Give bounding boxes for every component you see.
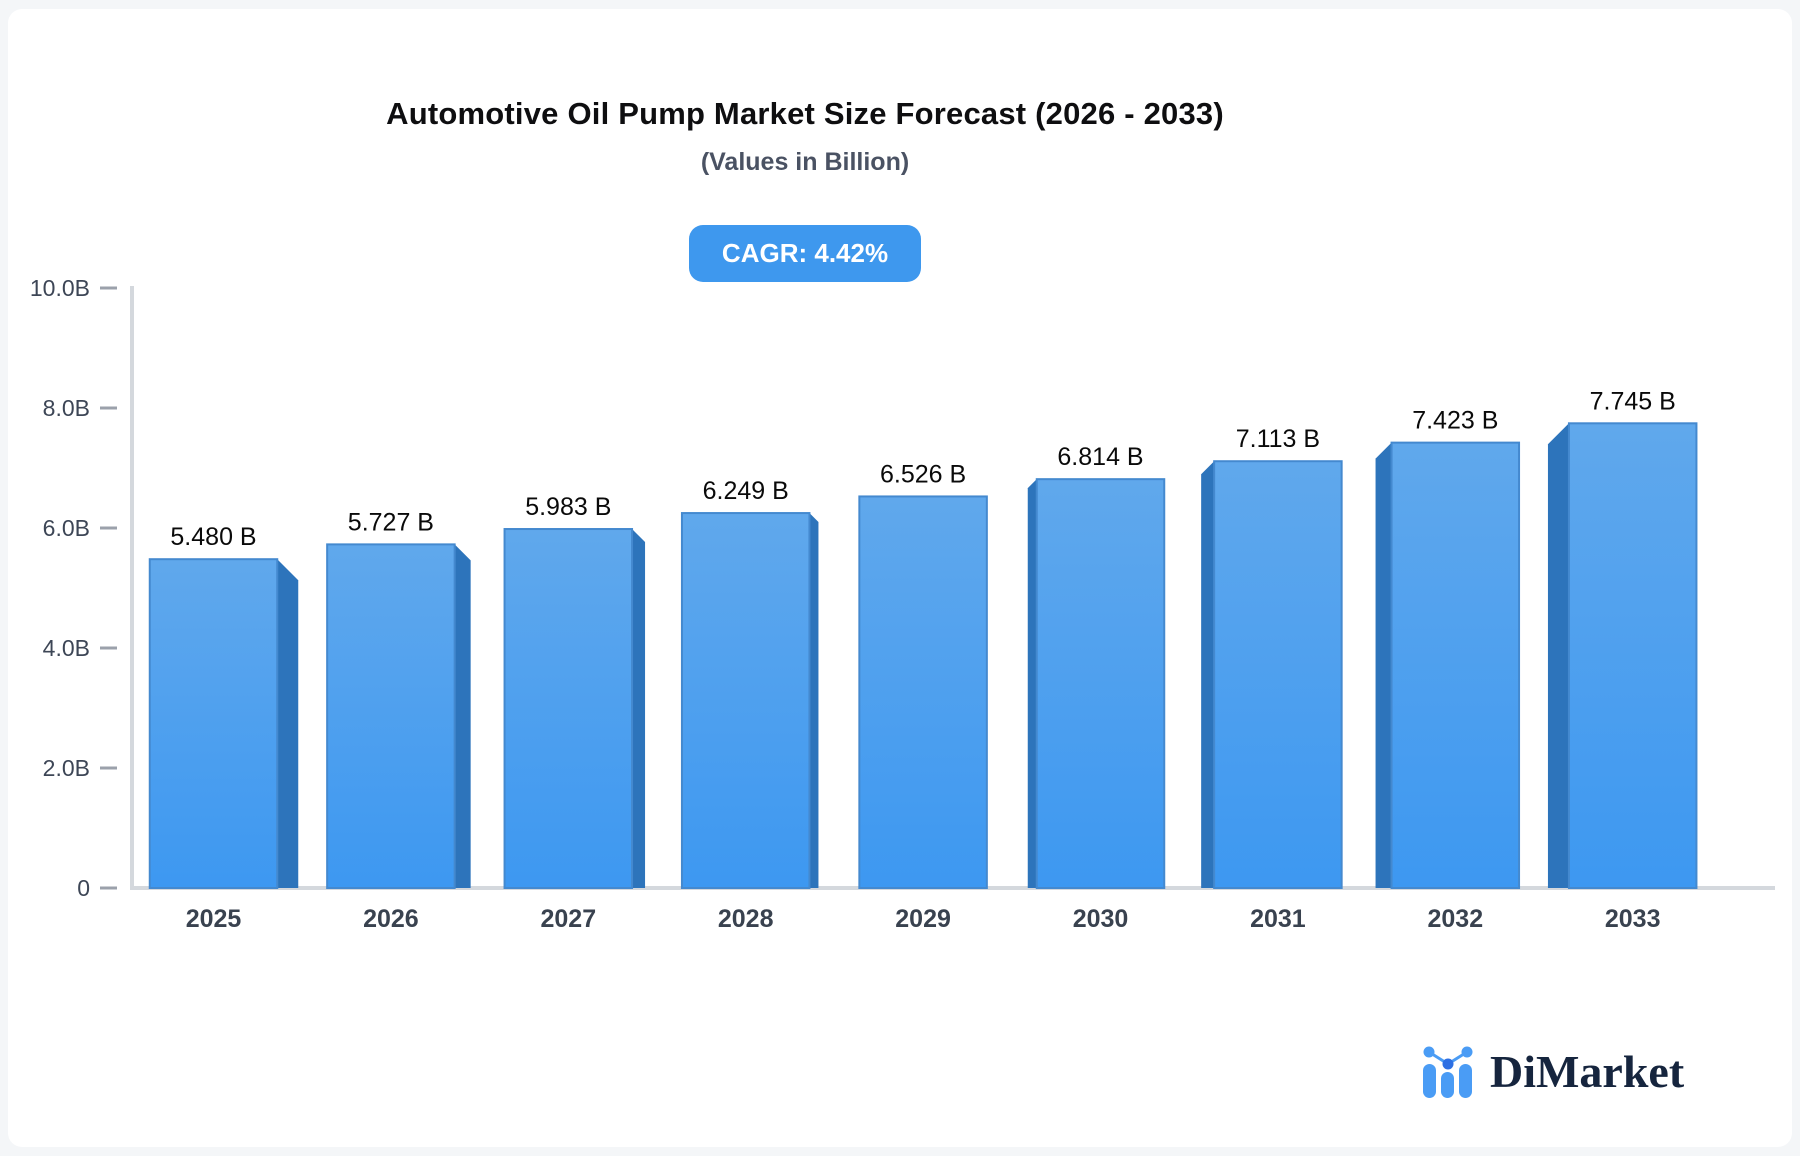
bar-value-label: 6.814 B bbox=[1057, 443, 1143, 471]
bar-group-2030: 6.814 B 2030 bbox=[1027, 443, 1166, 933]
bar-group-2028: 6.249 B 2028 bbox=[680, 477, 819, 933]
bar-group-2033: 7.745 B 2033 bbox=[1547, 387, 1698, 933]
bar-chart: 0 2.0B 4.0B 6.0B 8.0B 10.0B 5.480 B 2025 5.727 B… bbox=[30, 275, 1775, 933]
bar-front-face bbox=[680, 512, 811, 889]
bar-group-2032: 7.423 B 2032 bbox=[1375, 407, 1521, 933]
bar-value-label: 6.526 B bbox=[880, 460, 966, 488]
bar-value-label: 7.113 B bbox=[1236, 425, 1320, 453]
y-tick-dash bbox=[100, 286, 117, 290]
brand-name: DiMarket bbox=[1490, 1046, 1685, 1097]
bar-front-face bbox=[1035, 478, 1166, 889]
x-axis-label: 2028 bbox=[718, 905, 774, 933]
x-axis-label: 2025 bbox=[186, 905, 242, 933]
bar-value-label: 6.249 B bbox=[703, 477, 789, 505]
x-axis-label: 2026 bbox=[363, 905, 419, 933]
y-tick-label: 0 bbox=[77, 875, 90, 901]
bar-side-face bbox=[1375, 442, 1392, 888]
y-tick-dash bbox=[100, 526, 117, 530]
bar-side-face bbox=[277, 559, 299, 888]
bar-front-face bbox=[148, 558, 279, 889]
x-axis-label: 2029 bbox=[895, 905, 951, 933]
bar-side-face bbox=[1547, 423, 1569, 888]
bar-front-face bbox=[1213, 460, 1343, 889]
bar-side-face bbox=[454, 544, 471, 888]
brand-logo: DiMarket bbox=[1422, 1042, 1684, 1102]
bar-front-face bbox=[503, 528, 634, 890]
bar-side-face bbox=[1027, 479, 1037, 888]
x-axis-label: 2032 bbox=[1427, 905, 1483, 933]
bar-group-2027: 5.983 B 2027 bbox=[503, 493, 646, 933]
y-tick-dash bbox=[100, 886, 117, 890]
y-axis-line bbox=[130, 286, 134, 886]
y-tick-label: 8.0B bbox=[43, 395, 90, 421]
chart-title: Automotive Oil Pump Market Size Forecast… bbox=[386, 96, 1224, 131]
x-axis-label: 2033 bbox=[1605, 905, 1661, 933]
bar-value-label: 5.480 B bbox=[170, 523, 256, 551]
bar-front-face bbox=[326, 543, 456, 889]
bar-front-face bbox=[1567, 422, 1698, 889]
bar-side-face bbox=[1201, 461, 1215, 888]
bar-value-label: 7.745 B bbox=[1590, 387, 1676, 415]
chart-subtitle: (Values in Billion) bbox=[700, 148, 910, 176]
y-tick-label: 4.0B bbox=[43, 635, 90, 661]
y-tick-dash bbox=[100, 406, 117, 410]
bar-group-2026: 5.727 B 2026 bbox=[326, 508, 471, 933]
y-tick-label: 6.0B bbox=[43, 515, 90, 541]
x-axis-label: 2030 bbox=[1073, 905, 1129, 933]
bar-group-2029: 6.526 B 2029 bbox=[858, 460, 988, 933]
x-axis-label: 2031 bbox=[1250, 905, 1306, 933]
cagr-badge-wrap: CAGR: 4.42% bbox=[0, 225, 1610, 282]
y-tick-label: 10.0B bbox=[30, 275, 90, 301]
cagr-badge: CAGR: 4.42% bbox=[688, 225, 922, 282]
bar-group-2031: 7.113 B 2031 bbox=[1201, 425, 1343, 933]
x-axis-label: 2027 bbox=[540, 905, 596, 933]
bar-value-label: 5.983 B bbox=[525, 493, 611, 521]
bar-value-label: 5.727 B bbox=[348, 508, 434, 536]
bar-side-face bbox=[809, 513, 819, 888]
y-tick-dash bbox=[100, 766, 117, 770]
bar-front-face bbox=[858, 495, 988, 889]
y-tick-label: 2.0B bbox=[43, 755, 90, 781]
bar-value-label: 7.423 B bbox=[1412, 407, 1498, 435]
bar-chart-logo-icon bbox=[1423, 1046, 1473, 1098]
bar-side-face bbox=[632, 529, 646, 888]
bar-front-face bbox=[1390, 441, 1521, 889]
bar-group-2025: 5.480 B 2025 bbox=[148, 523, 299, 933]
y-tick-dash bbox=[100, 646, 117, 650]
